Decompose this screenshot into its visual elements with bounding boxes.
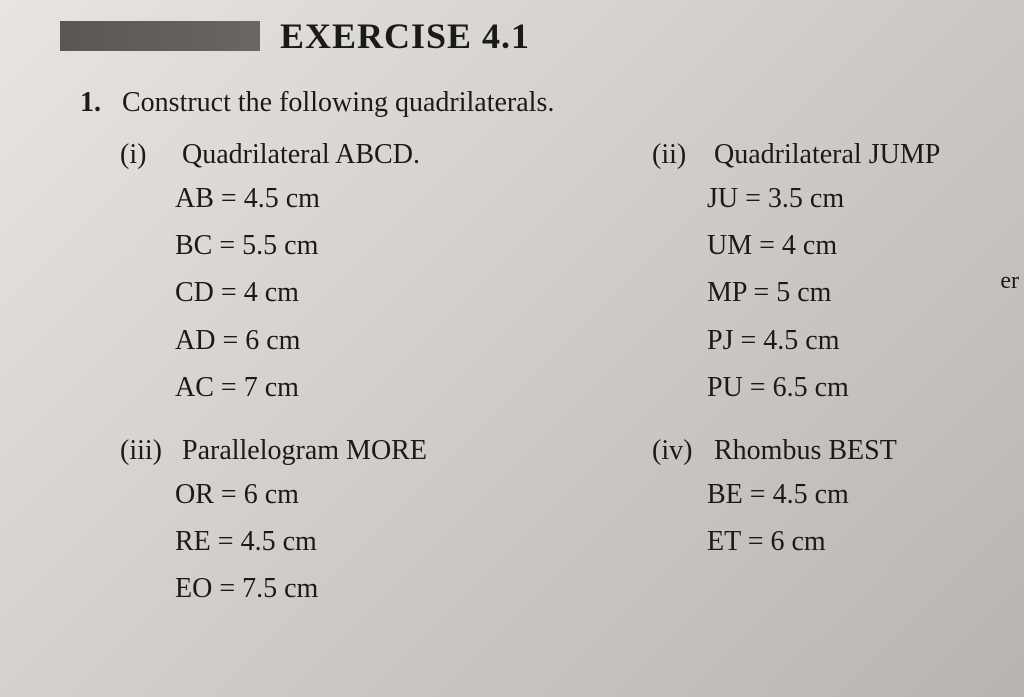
measurement: MP = 5 cm [707, 273, 984, 312]
measurement: BE = 4.5 cm [707, 475, 984, 514]
measurements-list: JU = 3.5 cm UM = 4 cm MP = 5 cm PJ = 4.5… [707, 179, 984, 407]
sub-item-iv: (iv) Rhombus BEST BE = 4.5 cm ET = 6 cm [572, 435, 984, 617]
measurement: CD = 4 cm [175, 273, 532, 312]
sub-label: (iv) [652, 435, 707, 467]
measurement: AD = 6 cm [175, 321, 532, 360]
sub-label: (ii) [652, 139, 707, 171]
header-bar [60, 21, 260, 51]
measurement: AB = 4.5 cm [175, 179, 532, 218]
sub-item-iii: (iii) Parallelogram MORE OR = 6 cm RE = … [120, 435, 532, 617]
sub-item-i: (i) Quadrilateral ABCD. AB = 4.5 cm BC =… [120, 139, 532, 415]
question-block: 1. Construct the following quadrilateral… [80, 87, 984, 617]
sub-label: (i) [120, 139, 175, 171]
sub-label: (iii) [120, 435, 175, 467]
question-instruction: Construct the following quadrilaterals. [122, 87, 554, 118]
sub-title: Quadrilateral JUMP [714, 139, 940, 170]
sub-title: Quadrilateral ABCD. [182, 139, 420, 170]
measurement: ET = 6 cm [707, 522, 984, 561]
measurement: UM = 4 cm [707, 226, 984, 265]
sub-questions-grid: (i) Quadrilateral ABCD. AB = 4.5 cm BC =… [120, 139, 984, 617]
question-text: 1. Construct the following quadrilateral… [80, 87, 984, 119]
question-number: 1. [80, 87, 115, 119]
sub-title: Rhombus BEST [714, 435, 897, 466]
measurements-list: AB = 4.5 cm BC = 5.5 cm CD = 4 cm AD = 6… [175, 179, 532, 407]
header-row: EXERCISE 4.1 [60, 15, 984, 57]
measurement: BC = 5.5 cm [175, 226, 532, 265]
measurement: AC = 7 cm [175, 368, 532, 407]
edge-cutoff-text: er [1000, 268, 1019, 295]
measurements-list: OR = 6 cm RE = 4.5 cm EO = 7.5 cm [175, 475, 532, 609]
measurement: JU = 3.5 cm [707, 179, 984, 218]
measurement: RE = 4.5 cm [175, 522, 532, 561]
measurement: PJ = 4.5 cm [707, 321, 984, 360]
measurement: PU = 6.5 cm [707, 368, 984, 407]
measurements-list: BE = 4.5 cm ET = 6 cm [707, 475, 984, 561]
exercise-title: EXERCISE 4.1 [280, 15, 530, 57]
measurement: OR = 6 cm [175, 475, 532, 514]
sub-item-ii: (ii) Quadrilateral JUMP JU = 3.5 cm UM =… [572, 139, 984, 415]
sub-title: Parallelogram MORE [182, 435, 427, 466]
page-content: EXERCISE 4.1 1. Construct the following … [0, 0, 1024, 697]
measurement: EO = 7.5 cm [175, 569, 532, 608]
